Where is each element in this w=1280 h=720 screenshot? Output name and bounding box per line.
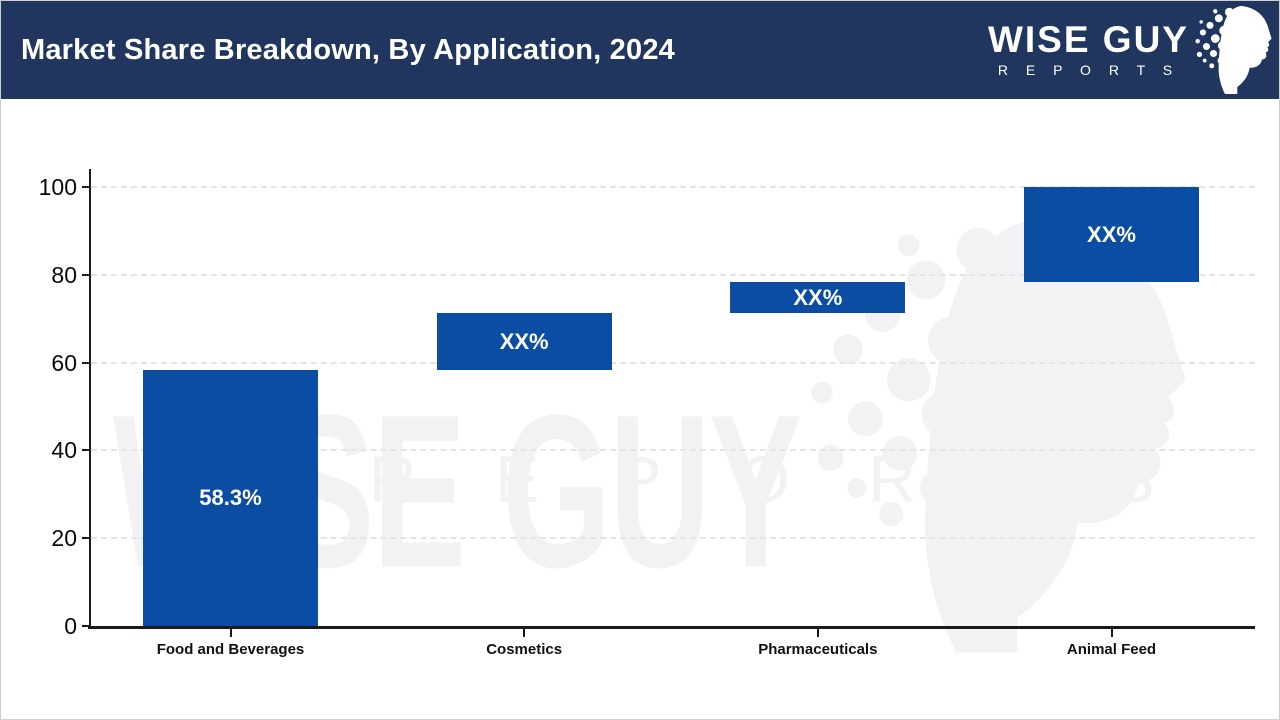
x-category-label: Animal Feed [1066, 641, 1157, 658]
y-tick-label-100: 100 [38, 174, 77, 200]
x-category-label: Pharmaceuticals [758, 641, 878, 658]
bar-food-and-beverages [143, 370, 318, 626]
gridline-40 [91, 449, 1255, 452]
x-tick-2 [816, 629, 819, 637]
x-category-label: Food and Beverages [156, 641, 305, 658]
x-category-label: Cosmetics [486, 641, 563, 658]
bar-value-label: 58.3% [199, 485, 262, 511]
logo-text: WISE GUY R E P O R T S [988, 21, 1189, 79]
y-tick-label-20: 20 [51, 525, 77, 552]
bar-pharmaceuticals [730, 282, 906, 314]
x-axis-spine [88, 626, 1255, 629]
y-tick-80 [82, 273, 89, 276]
bar-cosmetics [436, 313, 612, 371]
bar-animal-feed [1024, 187, 1199, 283]
bar-value-label: XX% [1087, 221, 1136, 247]
gridline-80 [91, 273, 1255, 276]
bar-value-label: XX% [499, 328, 549, 354]
y-tick-label-40: 40 [51, 437, 77, 464]
logo-wordmark: WISE GUY [987, 19, 1189, 60]
gridline-20 [91, 537, 1255, 540]
gridline-100 [91, 186, 1255, 188]
gridline-60 [91, 361, 1255, 364]
y-tick-label-60: 60 [51, 349, 77, 376]
y-tick-20 [82, 537, 89, 540]
y-tick-40 [82, 449, 89, 452]
header-bar: Market Share Breakdown, By Application, … [1, 1, 1279, 99]
wise-guy-reports-logo: WISE GUY R E P O R T S [988, 5, 1273, 95]
y-tick-label-0: 0 [64, 613, 77, 639]
page-title: Market Share Breakdown, By Application, … [21, 33, 675, 66]
x-tick-1 [523, 629, 526, 637]
bar-value-label: XX% [793, 284, 843, 310]
y-tick-60 [82, 361, 89, 364]
y-tick-label-80: 80 [51, 261, 77, 288]
logo-subtitle: R E P O R T S [997, 62, 1180, 78]
y-axis-spine [89, 169, 91, 628]
x-tick-0 [229, 629, 232, 637]
x-tick-3 [1110, 629, 1113, 637]
y-tick-100 [82, 186, 89, 188]
y-tick-0 [82, 625, 89, 627]
wiseguy-head-icon [1195, 6, 1272, 94]
